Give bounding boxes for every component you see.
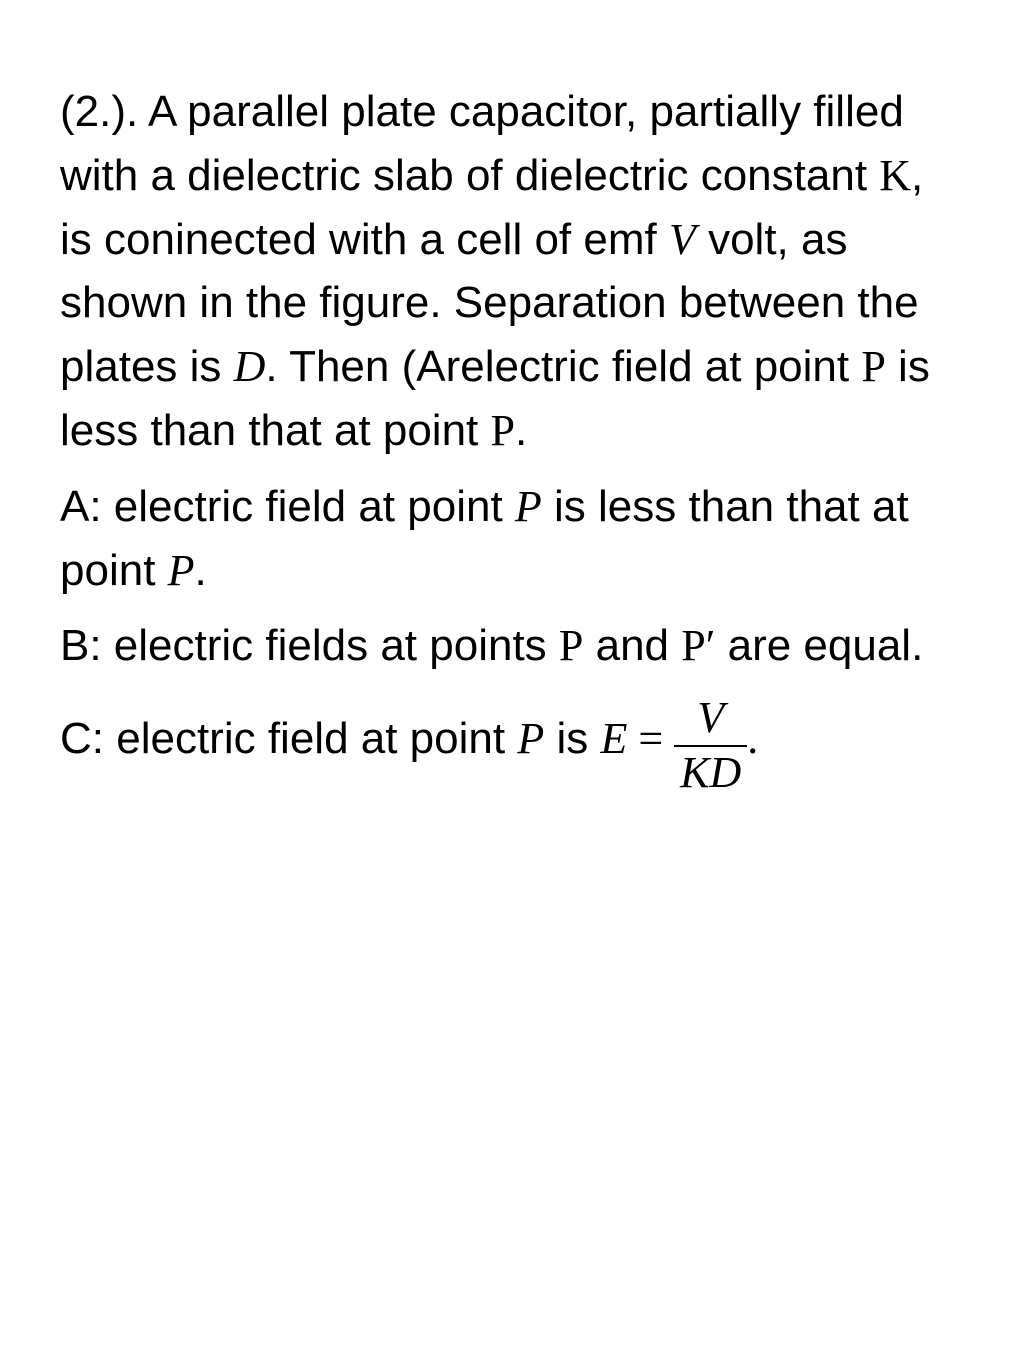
option-C-text-1: electric field at point xyxy=(104,714,517,763)
option-B: B: electric fields at points P and P′ ar… xyxy=(60,614,964,678)
var-V: V xyxy=(669,215,696,264)
var-P-2: P xyxy=(491,406,515,455)
stem-text-4: . Then (Arelectric field at point xyxy=(265,342,861,391)
option-B-text-1: electric fields at points xyxy=(102,621,559,670)
fraction-denominator: KD xyxy=(674,747,747,797)
fraction-numerator: V xyxy=(674,694,747,746)
question-stem: (2.). A parallel plate capacitor, partia… xyxy=(60,80,964,463)
option-B-label: B: xyxy=(60,621,102,670)
option-A-var-P2: P xyxy=(168,546,195,595)
option-C-label: C: xyxy=(60,714,104,763)
option-B-var-P: P xyxy=(559,621,583,670)
option-C-fraction: VKD xyxy=(674,694,747,797)
stem-text-6: . xyxy=(515,406,527,455)
var-K: K xyxy=(879,151,911,200)
var-D: D xyxy=(234,342,266,391)
var-P-1: P xyxy=(861,342,885,391)
option-B-var-Pprime: P xyxy=(681,621,705,670)
option-A-label: A: xyxy=(60,482,102,531)
option-A-var-P: P xyxy=(515,482,542,531)
option-C-equals: = xyxy=(627,714,674,763)
option-B-text-3: are equal. xyxy=(715,621,923,670)
option-C-var-P: P xyxy=(517,714,544,763)
option-C: C: electric field at point P is E = VKD. xyxy=(60,690,964,793)
question-number: (2.). xyxy=(60,87,138,136)
option-C-var-E: E xyxy=(600,714,627,763)
option-C-text-2: is xyxy=(544,714,600,763)
stem-text-1: A parallel plate capacitor, partially fi… xyxy=(60,87,904,200)
question-container: (2.). A parallel plate capacitor, partia… xyxy=(60,80,964,793)
option-B-prime: ′ xyxy=(706,621,716,670)
option-B-text-2: and xyxy=(583,621,681,670)
option-A-text-1: electric field at point xyxy=(102,482,515,531)
option-A-text-3: . xyxy=(195,546,207,595)
option-C-text-3: . xyxy=(747,714,758,763)
option-A: A: electric field at point P is less tha… xyxy=(60,475,964,603)
